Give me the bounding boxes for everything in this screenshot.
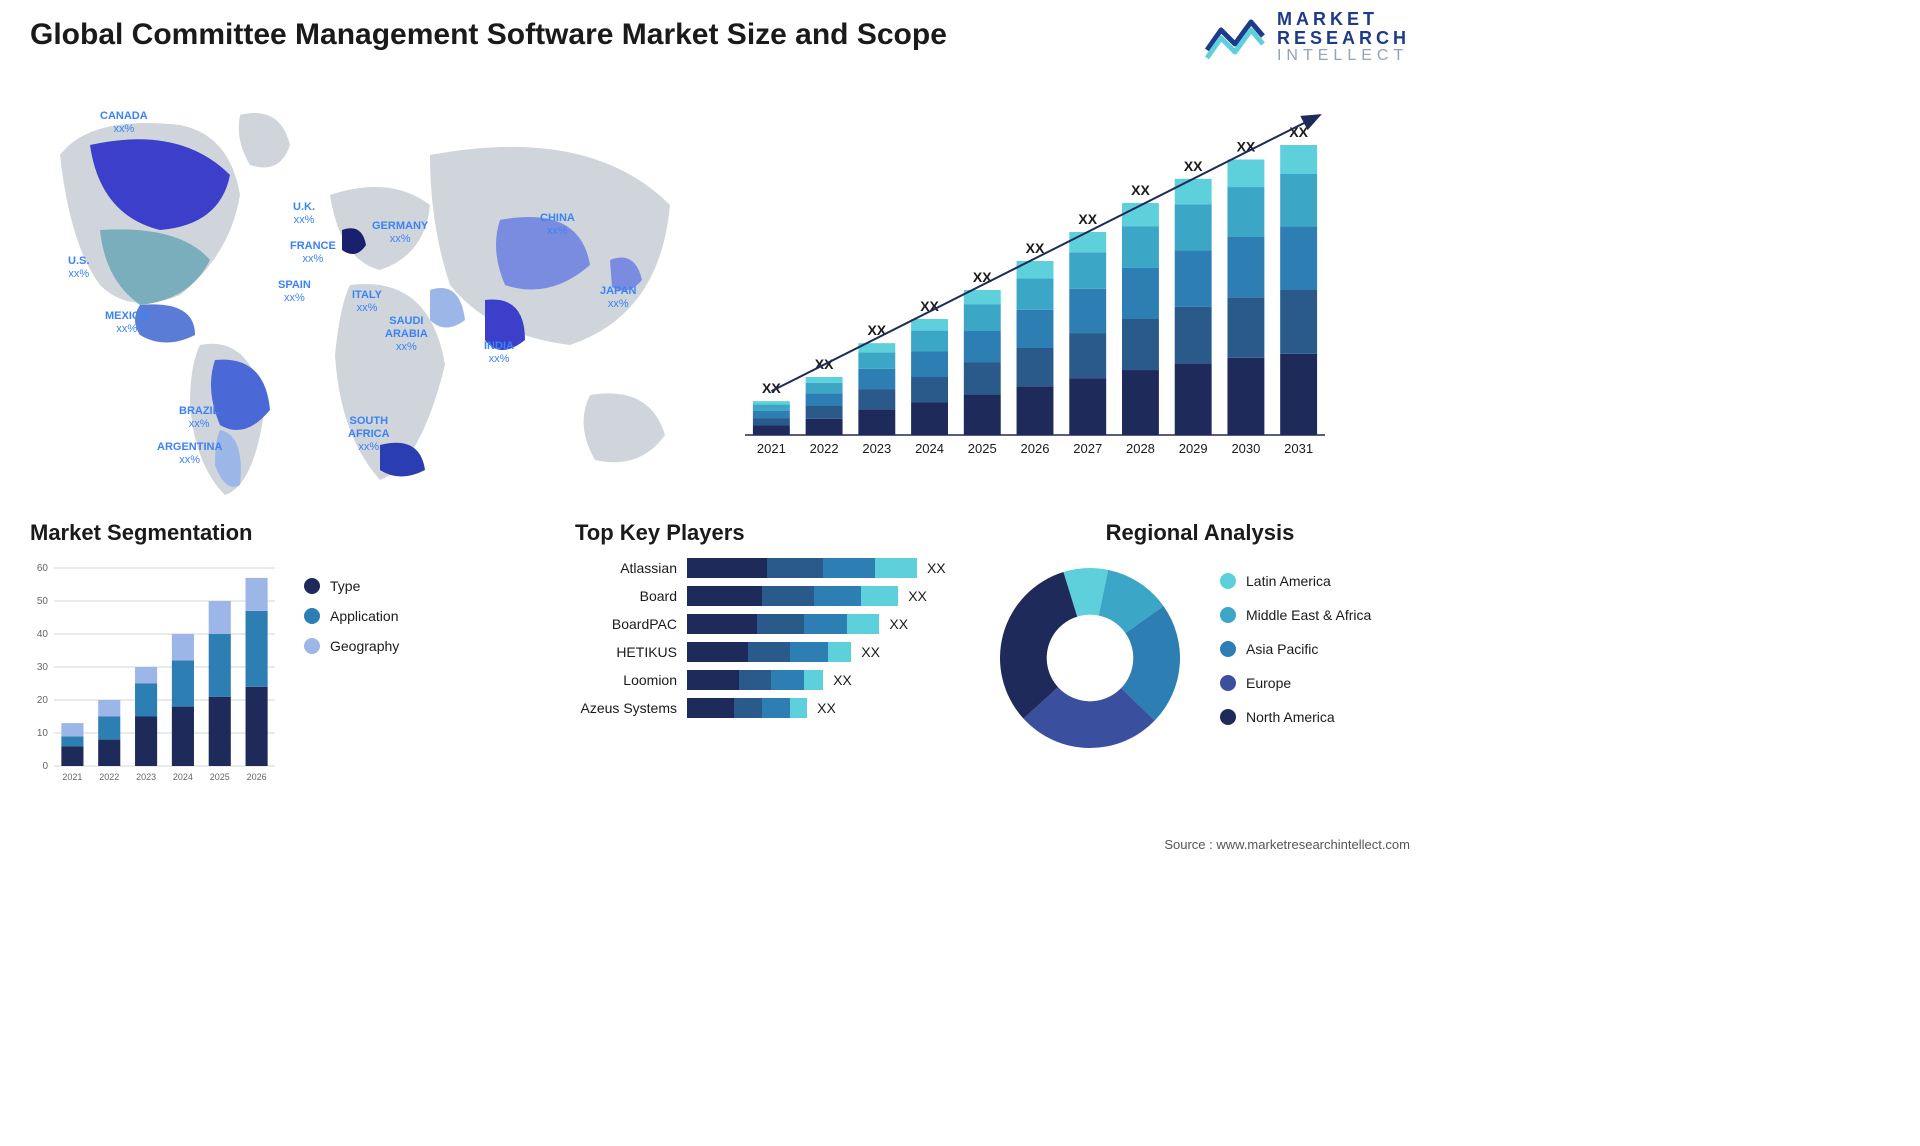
segmentation-title: Market Segmentation [30,520,410,546]
svg-text:60: 60 [37,563,49,574]
player-row: Board XX [575,586,955,606]
map-country-label: SOUTHAFRICAxx% [348,415,390,455]
svg-text:2026: 2026 [1021,441,1050,456]
svg-text:40: 40 [37,629,49,640]
svg-text:XX: XX [1026,240,1045,256]
legend-item: Middle East & Africa [1220,607,1371,623]
svg-text:XX: XX [1078,211,1097,227]
legend-item: Asia Pacific [1220,641,1371,657]
svg-text:2026: 2026 [247,772,267,782]
legend-item: North America [1220,709,1371,725]
svg-text:2021: 2021 [62,772,82,782]
legend-item: Application [304,608,410,624]
regional-analysis-panel: Regional Analysis Latin America Middle Ea… [990,520,1410,758]
map-country-label: SPAINxx% [278,279,311,305]
svg-text:2024: 2024 [173,772,193,782]
player-bar [687,698,807,718]
market-segmentation-panel: Market Segmentation 0 10 20 30 40 50 60 2021 202… [30,520,410,788]
svg-text:2023: 2023 [862,441,891,456]
map-country-label: U.S.xx% [68,255,89,281]
players-list: AtlassianXXBoardXXBoardPACXXHETIKUSXXLoo… [575,558,955,718]
player-row: Azeus Systems XX [575,698,955,718]
svg-text:2022: 2022 [99,772,119,782]
map-country-label: ITALYxx% [352,289,382,315]
map-country-label: FRANCExx% [290,240,336,266]
svg-text:2027: 2027 [1073,441,1102,456]
player-bar [687,558,917,578]
player-row: HETIKUS XX [575,642,955,662]
svg-text:2025: 2025 [968,441,997,456]
svg-text:2022: 2022 [810,441,839,456]
svg-text:2021: 2021 [757,441,786,456]
player-row: Loomion XX [575,670,955,690]
player-value: XX [861,644,880,660]
source-attribution: Source : www.marketresearchintellect.com [1164,837,1410,852]
svg-text:2024: 2024 [915,441,944,456]
player-value: XX [817,700,836,716]
regional-legend: Latin America Middle East & Africa Asia Pa… [1220,573,1371,743]
regional-title: Regional Analysis [990,520,1410,546]
players-title: Top Key Players [575,520,955,546]
svg-text:2023: 2023 [136,772,156,782]
map-country-label: JAPANxx% [600,285,636,311]
svg-text:XX: XX [867,322,886,338]
player-bar [687,614,879,634]
player-row: BoardPAC XX [575,614,955,634]
player-name: Loomion [575,672,687,688]
map-country-label: BRAZILxx% [179,405,219,431]
player-row: Atlassian XX [575,558,955,578]
logo-line3: INTELLECT [1277,48,1410,65]
brand-logo: MARKET RESEARCH INTELLECT [1205,10,1410,65]
player-bar [687,670,823,690]
map-country-label: GERMANYxx% [372,220,428,246]
player-name: Atlassian [575,560,687,576]
svg-text:XX: XX [1184,158,1203,174]
svg-text:0: 0 [42,761,48,772]
svg-text:30: 30 [37,662,49,673]
player-name: Azeus Systems [575,700,687,716]
main-forecast-chart: XX2021XX2022XX2023XX2024XX2025XX2026XX20… [735,95,1335,465]
svg-text:2031: 2031 [1284,441,1313,456]
svg-text:20: 20 [37,695,49,706]
map-country-label: CANADAxx% [100,110,148,136]
svg-text:2029: 2029 [1179,441,1208,456]
player-name: HETIKUS [575,644,687,660]
svg-text:50: 50 [37,596,49,607]
legend-item: Europe [1220,675,1371,691]
player-value: XX [833,672,852,688]
legend-item: Geography [304,638,410,654]
top-key-players-panel: Top Key Players AtlassianXXBoardXXBoardP… [575,520,955,726]
legend-item: Type [304,578,410,594]
map-country-label: CHINAxx% [540,212,575,238]
map-country-label: U.K.xx% [293,201,315,227]
player-name: BoardPAC [575,616,687,632]
player-name: Board [575,588,687,604]
player-bar [687,586,898,606]
svg-text:2030: 2030 [1231,441,1260,456]
svg-text:XX: XX [973,269,992,285]
legend-item: Latin America [1220,573,1371,589]
svg-text:2028: 2028 [1126,441,1155,456]
svg-text:10: 10 [37,728,49,739]
player-value: XX [908,588,927,604]
player-value: XX [927,560,946,576]
map-country-label: MEXICOxx% [105,310,148,336]
player-value: XX [889,616,908,632]
map-country-label: INDIAxx% [484,340,514,366]
logo-line2: RESEARCH [1277,29,1410,48]
map-country-label: ARGENTINAxx% [157,441,222,467]
logo-line1: MARKET [1277,10,1410,29]
page-title: Global Committee Management Software Mar… [30,18,947,52]
svg-text:XX: XX [1131,182,1150,198]
segmentation-chart: 0 10 20 30 40 50 60 2021 2022 2023 2024 2025 2026 [30,558,280,788]
logo-mark-icon [1205,14,1265,60]
regional-donut-chart [990,558,1190,758]
world-map: CANADAxx% U.S.xx% MEXICOxx% BRAZILxx% ARGENT… [30,85,690,505]
player-bar [687,642,851,662]
map-country-label: SAUDIARABIAxx% [385,315,428,355]
svg-text:2025: 2025 [210,772,230,782]
segmentation-legend: Type Application Geography [304,558,410,668]
